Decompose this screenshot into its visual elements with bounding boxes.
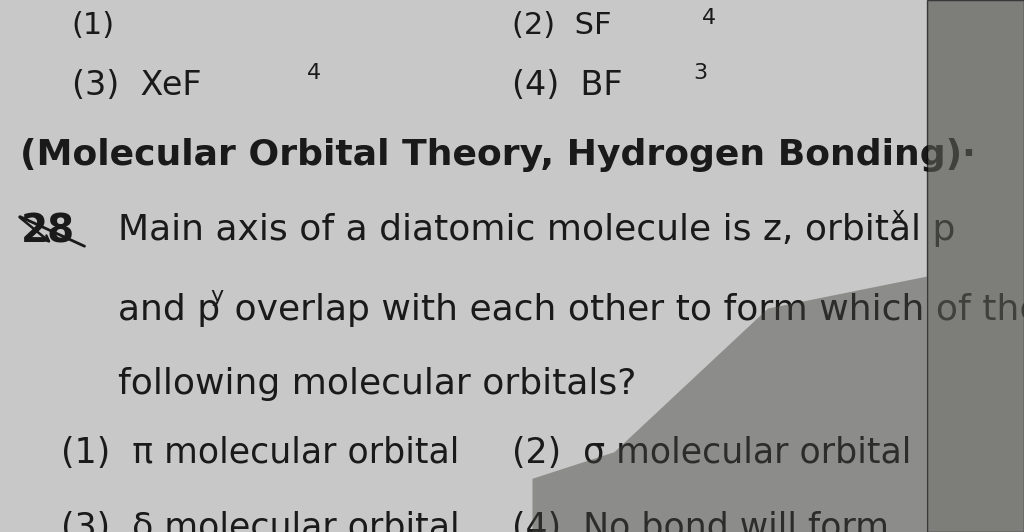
Text: and p: and p bbox=[118, 293, 220, 327]
Text: 4: 4 bbox=[307, 63, 322, 83]
Text: (2)  σ molecular orbital: (2) σ molecular orbital bbox=[512, 436, 911, 470]
Text: (3)  δ molecular orbital: (3) δ molecular orbital bbox=[61, 511, 460, 532]
Text: (1)  π molecular orbital: (1) π molecular orbital bbox=[61, 436, 460, 470]
Text: 28: 28 bbox=[20, 213, 75, 251]
Text: (4)  No bond will form: (4) No bond will form bbox=[512, 511, 889, 532]
Text: Main axis of a diatomic molecule is z, orbital p: Main axis of a diatomic molecule is z, o… bbox=[118, 213, 955, 247]
Text: overlap with each other to form which of the: overlap with each other to form which of… bbox=[223, 293, 1024, 327]
Text: 3: 3 bbox=[693, 63, 708, 83]
Text: (2)  SF: (2) SF bbox=[512, 11, 611, 40]
Polygon shape bbox=[532, 277, 927, 532]
Text: y: y bbox=[210, 286, 223, 306]
Text: (Molecular Orbital Theory, Hydrogen Bonding)·: (Molecular Orbital Theory, Hydrogen Bond… bbox=[20, 138, 976, 172]
Text: 4: 4 bbox=[701, 8, 716, 28]
Text: (3)  XeF: (3) XeF bbox=[72, 69, 202, 102]
Text: following molecular orbitals?: following molecular orbitals? bbox=[118, 367, 636, 401]
FancyBboxPatch shape bbox=[927, 0, 1024, 532]
Text: (1): (1) bbox=[72, 11, 115, 40]
Text: x: x bbox=[891, 206, 904, 227]
Text: (4)  BF: (4) BF bbox=[512, 69, 623, 102]
